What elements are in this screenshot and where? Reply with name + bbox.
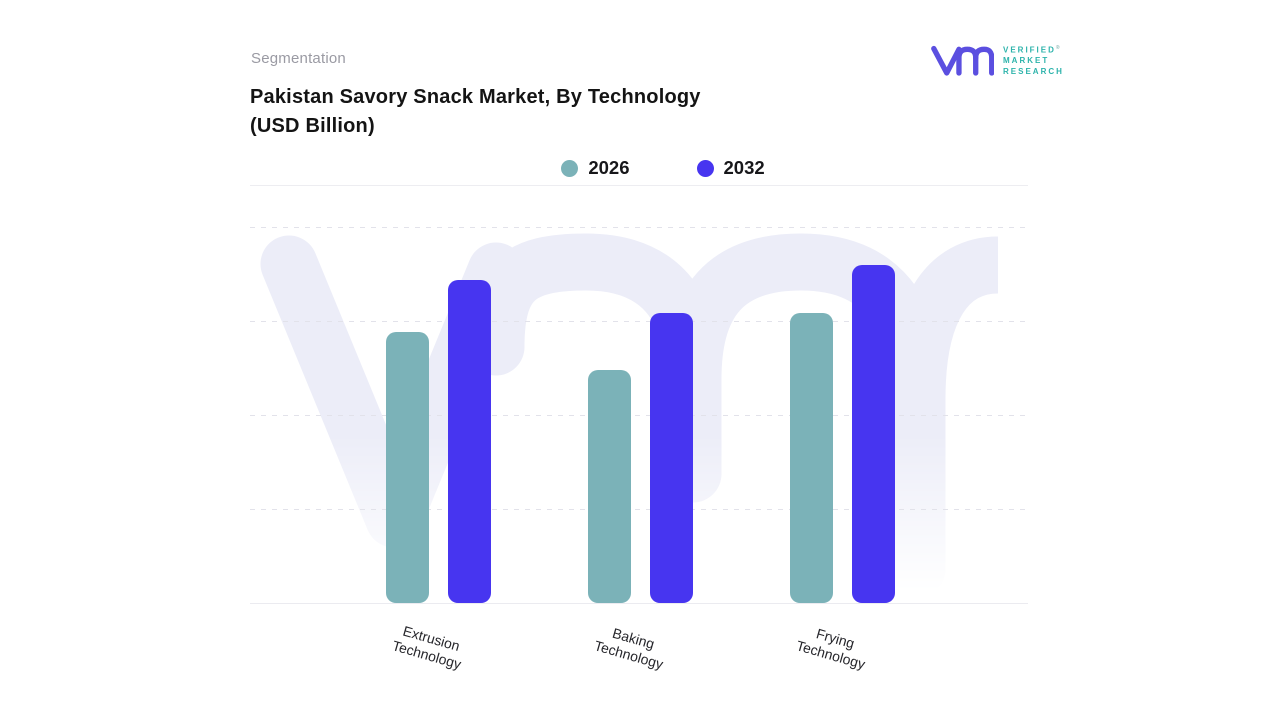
- legend-divider: [250, 185, 1028, 186]
- section-label: Segmentation: [251, 50, 346, 67]
- bar-group-baking-technology: [588, 313, 693, 603]
- vmr-logo-icon: [931, 45, 994, 76]
- bar-baking-technology-2026: [588, 370, 631, 603]
- brand-wordmark: VERIFIED® MARKET RESEARCH: [1003, 40, 1064, 77]
- bar-frying-technology-2032: [852, 265, 895, 603]
- bar-baking-technology-2032: [650, 313, 693, 603]
- bar-frying-technology-2026: [790, 313, 833, 603]
- registered-mark: ®: [1055, 45, 1060, 51]
- gridline: [250, 227, 1028, 228]
- x-axis-baseline: [250, 603, 1028, 604]
- brand-line-research: RESEARCH: [1003, 66, 1064, 76]
- brand-line-verified: VERIFIED: [1003, 45, 1056, 55]
- chart-title-line2: (USD Billion): [250, 115, 375, 137]
- bar-group-extrusion-technology: [386, 280, 491, 603]
- bar-group-frying-technology: [790, 265, 895, 603]
- brand-logo: VERIFIED® MARKET RESEARCH: [930, 40, 1064, 80]
- x-axis-label-frying-technology: Frying Technology: [794, 625, 867, 673]
- legend-label: 2026: [588, 157, 630, 178]
- legend-item-2032: 2032: [696, 157, 765, 179]
- bar-extrusion-technology-2032: [448, 280, 491, 603]
- bar-extrusion-technology-2026: [386, 332, 429, 603]
- x-axis-label-extrusion-technology: Extrusion Technology: [390, 622, 463, 673]
- brand-line-market: MARKET: [1003, 56, 1050, 66]
- legend-label: 2032: [723, 157, 765, 178]
- legend-dot-icon: [561, 159, 579, 177]
- legend-dot-icon: [696, 159, 714, 177]
- chart-title: Pakistan Savory Snack Market, By Technol…: [250, 83, 701, 141]
- x-axis-label-baking-technology: Baking Technology: [592, 624, 665, 673]
- gridline: [250, 509, 1028, 510]
- gridline: [250, 415, 1028, 416]
- legend: 2026 2032: [250, 156, 1028, 180]
- gridline: [250, 321, 1028, 322]
- plot-area: Extrusion Technology Baking Technology Fryin…: [250, 227, 1028, 672]
- chart-title-line1: Pakistan Savory Snack Market, By Technol…: [250, 86, 701, 108]
- legend-item-2026: 2026: [561, 157, 630, 179]
